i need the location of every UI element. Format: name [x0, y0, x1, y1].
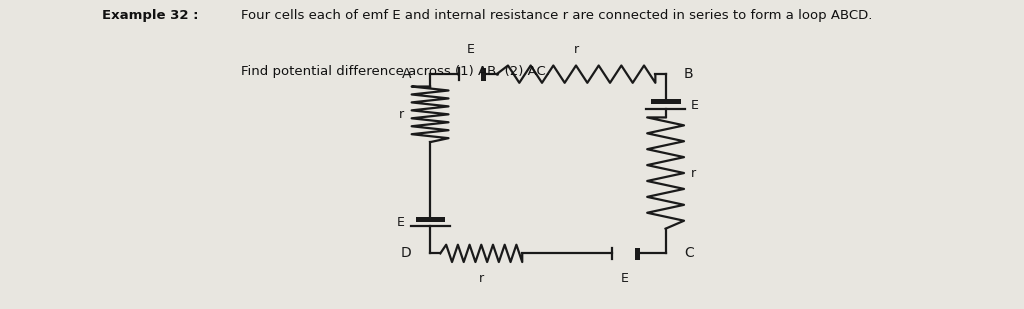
Text: E: E: [396, 216, 404, 229]
Text: Four cells each of emf E and internal resistance r are connected in series to fo: Four cells each of emf E and internal re…: [241, 9, 872, 22]
Text: r: r: [478, 272, 484, 285]
Text: A: A: [402, 67, 412, 81]
Text: E: E: [691, 99, 699, 112]
Text: B: B: [684, 67, 693, 81]
Text: E: E: [467, 43, 475, 56]
Text: D: D: [401, 246, 412, 260]
Text: E: E: [621, 272, 629, 285]
Text: r: r: [573, 43, 579, 56]
Text: Find potential difference across (1) AB, (2) AC.: Find potential difference across (1) AB,…: [241, 65, 550, 78]
Text: C: C: [684, 246, 694, 260]
Text: r: r: [691, 167, 696, 180]
Text: r: r: [399, 108, 404, 121]
Text: Example 32 :: Example 32 :: [102, 9, 199, 22]
